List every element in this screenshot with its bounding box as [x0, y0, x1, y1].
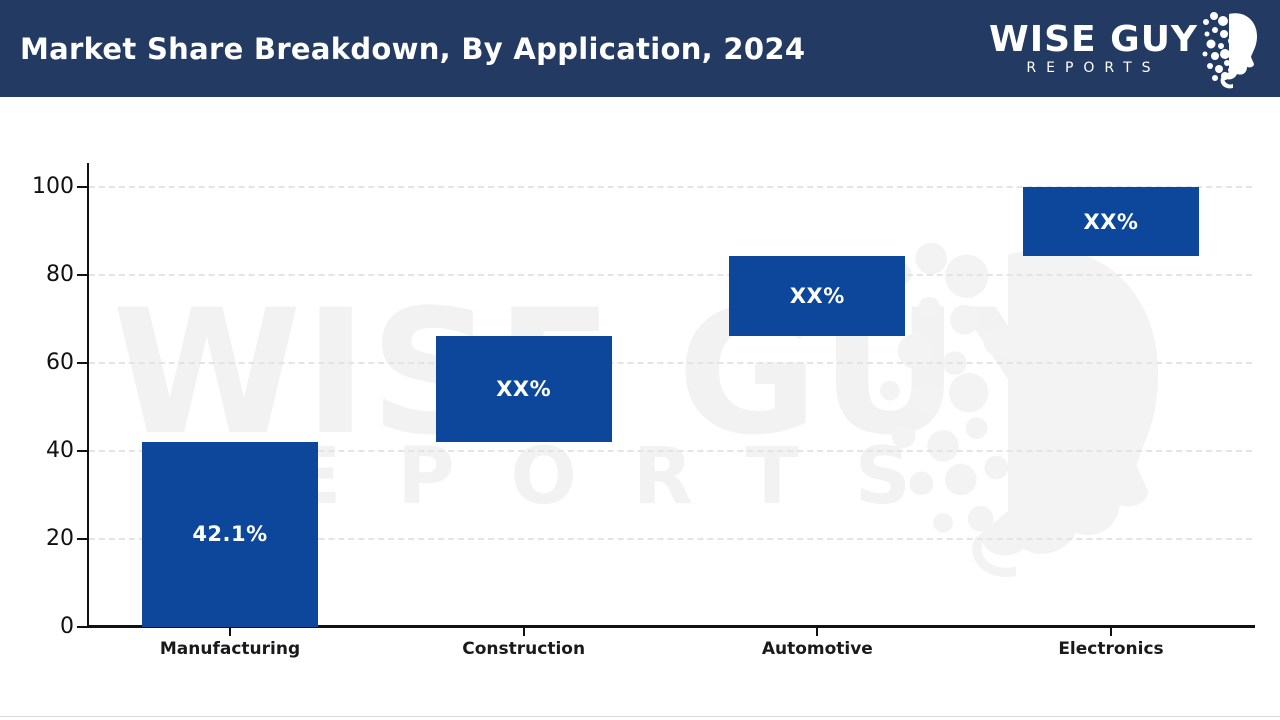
y-tick-mark-20: [77, 538, 88, 540]
x-category-label-manufacturing: Manufacturing: [159, 639, 301, 659]
y-tick-label-60: 60: [46, 350, 74, 375]
y-tick-label-0: 0: [60, 614, 74, 639]
bar-construction: XX%: [435, 335, 612, 442]
y-tick-mark-40: [77, 450, 88, 452]
x-tick-mark-automotive: [816, 628, 819, 636]
gridline-20: [89, 538, 1252, 540]
gridline-40: [89, 450, 1252, 452]
gridline-100: [89, 186, 1252, 188]
bar-value-label-manufacturing: 42.1%: [192, 522, 268, 547]
x-category-label-electronics: Electronics: [1058, 639, 1164, 659]
logo-brand-subtitle: REPORTS: [1026, 60, 1161, 77]
y-tick-mark-100: [77, 186, 88, 188]
x-category-label-automotive: Automotive: [761, 639, 873, 659]
gridline-60: [89, 362, 1252, 364]
logo-head-icon: [1202, 11, 1257, 88]
y-tick-label-20: 20: [46, 526, 74, 551]
y-tick-mark-60: [77, 362, 88, 364]
y-tick-label-100: 100: [32, 174, 74, 199]
x-tick-mark-construction: [522, 628, 525, 636]
x-tick-mark-electronics: [1110, 628, 1112, 636]
wise-guy-reports-logo: WISE GUY REPORTS: [989, 8, 1280, 90]
bar-manufacturing: 42.1%: [142, 441, 318, 627]
logo-text: WISE GUY REPORTS: [988, 18, 1198, 77]
x-category-label-construction: Construction: [462, 639, 586, 659]
y-tick-label-80: 80: [46, 262, 74, 287]
page-title: Market Share Breakdown, By Application, …: [20, 31, 806, 66]
bar-value-label-automotive: XX%: [789, 283, 845, 308]
x-axis-line: [87, 625, 1255, 628]
bar-value-label-construction: XX%: [496, 376, 552, 401]
header-bar: Market Share Breakdown, By Application, …: [0, 0, 1280, 97]
y-tick-mark-0: [77, 626, 88, 628]
y-tick-mark-80: [77, 274, 88, 276]
watermark-head-icon: [879, 242, 1159, 578]
bar-value-label-electronics: XX%: [1083, 209, 1139, 234]
bottom-divider: [0, 716, 1280, 717]
x-tick-mark-manufacturing: [229, 628, 231, 636]
bar-electronics: XX%: [1023, 187, 1199, 257]
y-axis-line: [87, 163, 89, 627]
gridline-80: [89, 274, 1252, 276]
y-tick-label-40: 40: [46, 438, 74, 463]
logo-brand-name: WISE GUY: [988, 18, 1198, 60]
bar-automotive: XX%: [729, 256, 906, 336]
